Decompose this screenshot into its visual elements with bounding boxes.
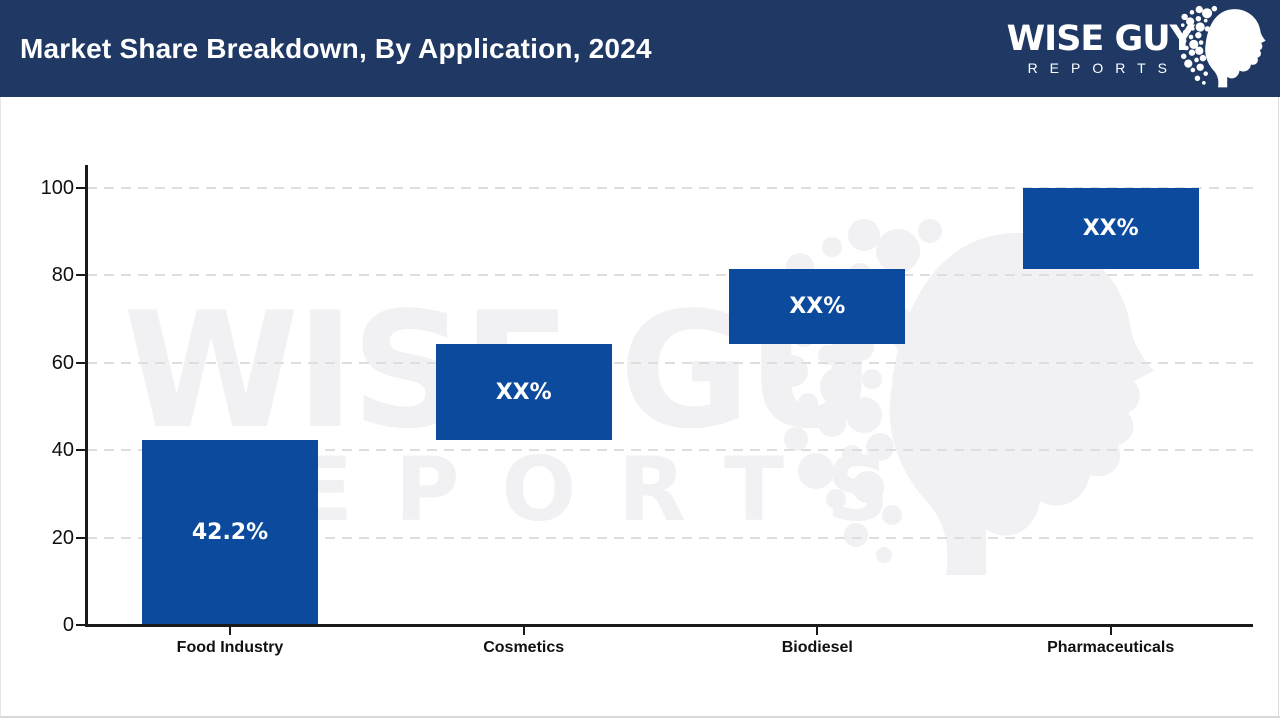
logo-reports-text: REPORTS <box>1027 60 1179 76</box>
x-tick-mark <box>229 627 231 635</box>
x-category-label: Biodiesel <box>781 639 853 656</box>
wiseguy-logo: WISE GUY REPORTS <box>1007 5 1280 92</box>
x-tick-mark <box>1109 627 1112 635</box>
y-tick-mark <box>76 274 85 276</box>
gridline-y-60 <box>87 361 1253 364</box>
page-title: Market Share Breakdown, By Application, … <box>20 32 652 64</box>
y-tick-label: 20 <box>51 526 74 549</box>
gridline-y-20 <box>87 536 1253 539</box>
x-category-label: Pharmaceuticals <box>1047 639 1175 656</box>
x-axis-spine <box>85 624 1253 627</box>
y-tick-label: 100 <box>40 176 74 199</box>
right-edge-line <box>1278 97 1279 716</box>
wiseguy-logo-text: WISE GUY REPORTS <box>1006 19 1195 76</box>
bar-pharmaceuticals: XX% <box>1022 187 1199 270</box>
bar-value-label: XX% <box>789 294 846 320</box>
x-tick-mark <box>522 627 525 635</box>
bar-value-label: 42.2% <box>191 520 269 546</box>
y-tick-label: 80 <box>51 264 74 286</box>
logo-wordmark: WISE GUY <box>1006 19 1195 59</box>
bar-cosmetics: XX% <box>435 344 612 441</box>
gridline-y-40 <box>87 449 1253 451</box>
bar-biodiesel: XX% <box>729 269 906 345</box>
y-tick-label: 40 <box>51 439 74 461</box>
y-tick-mark <box>76 361 85 364</box>
y-tick-mark <box>76 536 85 539</box>
x-tick-mark <box>816 627 819 635</box>
bottom-divider <box>0 716 1280 718</box>
bar-food-industry: 42.2% <box>142 440 318 625</box>
header-bar: Market Share Breakdown, By Application, … <box>0 0 1280 97</box>
x-category-label: Food Industry <box>176 639 284 656</box>
y-tick-label: 0 <box>62 614 74 636</box>
bar-value-label: XX% <box>1082 215 1139 241</box>
bar-value-label: XX% <box>495 379 552 405</box>
y-tick-mark <box>76 449 85 451</box>
left-edge-line <box>0 97 1 716</box>
wiseguy-head-icon <box>1178 5 1270 92</box>
y-tick-label: 60 <box>51 351 74 374</box>
y-tick-mark <box>76 186 85 189</box>
y-tick-mark <box>76 624 85 626</box>
y-axis-spine <box>85 165 88 627</box>
x-category-label: Cosmetics <box>483 639 565 656</box>
gridline-y-80 <box>87 274 1253 276</box>
gridline-y-100 <box>87 186 1253 189</box>
